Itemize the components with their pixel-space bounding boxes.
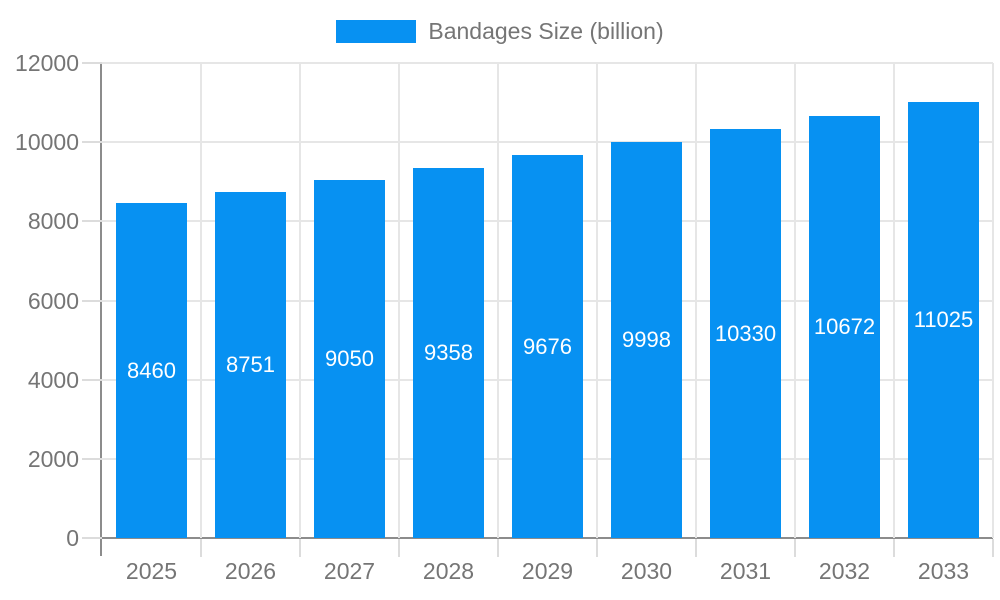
- bar-value-label: 8460: [127, 357, 176, 383]
- bar: 11025: [908, 102, 979, 538]
- bar: 8460: [116, 203, 187, 538]
- x-tick-mark: [200, 539, 202, 557]
- y-tick-mark: [82, 378, 102, 381]
- y-tick-label: 10000: [15, 129, 79, 156]
- h-gridline: [102, 62, 993, 64]
- y-tick-mark: [82, 457, 102, 460]
- plot-area: 8460 8751 9050 9358 9676 9998 10330 10672 11025: [102, 62, 994, 538]
- v-gridline: [497, 63, 499, 538]
- x-tick-mark: [695, 539, 697, 557]
- x-tick-mark: [596, 539, 598, 557]
- x-tick-label: 2028: [422, 558, 475, 584]
- bar-value-label: 10672: [813, 314, 876, 339]
- y-tick-mark: [82, 299, 102, 302]
- y-tick-label: 4000: [27, 366, 79, 393]
- x-tick-label: 2029: [521, 558, 574, 584]
- v-gridline: [794, 63, 796, 538]
- y-tick-mark: [82, 537, 102, 539]
- bar-value-label: 9998: [622, 327, 671, 352]
- y-tick-mark: [82, 62, 102, 64]
- bar-value-label: 11025: [913, 307, 974, 332]
- x-axis-line: [102, 537, 993, 539]
- v-gridline: [398, 63, 400, 538]
- v-gridline: [695, 63, 697, 538]
- bar: 10330: [710, 129, 781, 538]
- bar: 9676: [512, 155, 583, 538]
- y-tick-label: 8000: [27, 208, 79, 235]
- y-tick-mark: [82, 141, 102, 144]
- bar-value-label: 10330: [714, 320, 777, 346]
- x-tick-mark: [893, 539, 895, 557]
- v-gridline: [596, 63, 598, 538]
- y-tick-label: 6000: [27, 287, 79, 314]
- bar-value-label: 9050: [325, 346, 374, 371]
- bar: 9050: [314, 180, 385, 538]
- y-tick-mark: [82, 220, 102, 223]
- h-gridline: [102, 141, 993, 144]
- v-gridline: [893, 63, 895, 538]
- x-tick-mark: [794, 539, 796, 557]
- x-tick-label: 2030: [620, 558, 673, 584]
- y-axis-line: [100, 63, 102, 556]
- bar: 8751: [215, 192, 286, 538]
- legend-item[interactable]: Bandages Size (billion): [0, 18, 1000, 45]
- v-gridline: [992, 63, 994, 538]
- x-tick-label: 2026: [224, 558, 277, 584]
- v-gridline: [200, 63, 202, 538]
- x-tick-label: 2027: [323, 558, 376, 584]
- x-tick-mark: [992, 539, 994, 557]
- legend-swatch: [336, 20, 417, 43]
- x-tick-label: 2025: [125, 558, 178, 584]
- x-tick-mark: [299, 539, 301, 557]
- bar-value-label: 9676: [523, 333, 572, 359]
- x-tick-label: 2032: [818, 558, 871, 584]
- bar-value-label: 9358: [424, 340, 473, 365]
- bar: 9998: [611, 142, 682, 538]
- y-tick-label: 0: [66, 525, 79, 551]
- bar: 9358: [413, 168, 484, 538]
- bar: 10672: [809, 116, 880, 538]
- y-tick-label: 12000: [15, 50, 79, 76]
- y-tick-label: 2000: [27, 445, 79, 472]
- legend-label: Bandages Size (billion): [428, 18, 664, 44]
- x-tick-mark: [497, 539, 499, 557]
- x-tick-label: 2031: [719, 558, 772, 584]
- bar-value-label: 8751: [226, 352, 275, 377]
- x-tick-mark: [398, 539, 400, 557]
- v-gridline: [299, 63, 301, 538]
- x-tick-label: 2033: [917, 558, 970, 584]
